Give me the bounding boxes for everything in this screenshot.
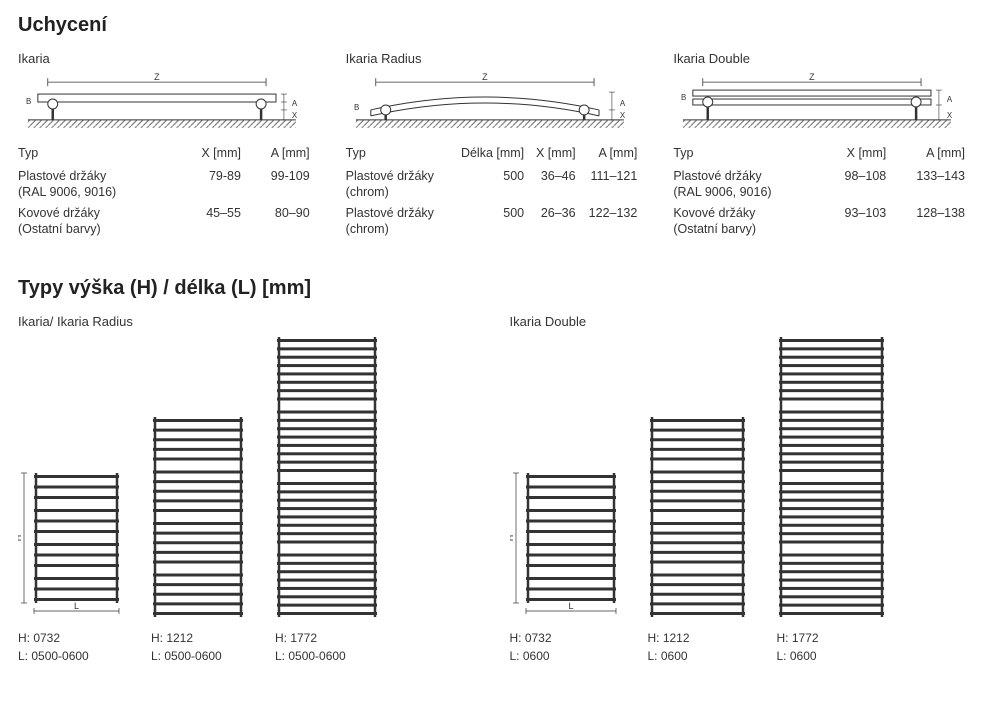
cell-label: Plastové držáky(chrom): [346, 166, 452, 203]
radiator-size-item: HLH: 0732L: 0500-0600: [18, 471, 121, 665]
svg-text:X: X: [620, 111, 626, 120]
table-row: Plastové držáky(chrom) 500 26–36 122–132: [346, 203, 644, 240]
radiator-icon: [151, 415, 245, 619]
svg-text:B: B: [681, 93, 686, 102]
cell-a: 122–132: [582, 203, 644, 240]
mount-double-table: Typ X [mm] A [mm] Plastové držáky(RAL 90…: [673, 142, 971, 241]
svg-text:Z: Z: [482, 72, 488, 82]
radiator-icon: HL: [510, 471, 618, 619]
svg-text:L: L: [74, 601, 79, 611]
cell-x: 45–55: [177, 203, 247, 240]
radiator-caption: H: 1212L: 0600: [648, 629, 747, 665]
radiator-icon: HL: [18, 471, 121, 619]
mount-radius-diagram: Z X A B: [346, 72, 644, 132]
th-a: A [mm]: [582, 142, 644, 166]
cell-a: 99-109: [247, 166, 316, 203]
table-row: Plastové držáky(RAL 9006, 9016) 79-89 99…: [18, 166, 316, 203]
sizes-left-title: Ikaria/ Ikaria Radius: [18, 314, 480, 329]
radiator-icon: [275, 335, 379, 619]
section-sizes-title: Typy výška (H) / délka (L) [mm]: [18, 277, 971, 300]
svg-text:A: A: [620, 99, 626, 108]
mount-radius-title: Ikaria Radius: [346, 51, 644, 66]
radiator-size-item: HLH: 0732L: 0600: [510, 471, 618, 665]
mount-double-title: Ikaria Double: [673, 51, 971, 66]
cell-x: 98–108: [823, 166, 892, 203]
svg-text:B: B: [26, 97, 31, 106]
cell-d: 500: [452, 203, 530, 240]
th-x: X [mm]: [177, 142, 247, 166]
svg-text:L: L: [568, 601, 573, 611]
radiator-caption: H: 0732L: 0500-0600: [18, 629, 121, 665]
radiator-caption: H: 1772L: 0600: [777, 629, 886, 665]
sizes-columns: Ikaria/ Ikaria Radius HLH: 0732L: 0500-0…: [18, 314, 971, 665]
th-a: A [mm]: [247, 142, 316, 166]
mount-radius-table: Typ Délka [mm] X [mm] A [mm] Plastové dr…: [346, 142, 644, 241]
table-row: Kovové držáky(Ostatní barvy) 93–103 128–…: [673, 203, 971, 240]
cell-label: Kovové držáky(Ostatní barvy): [673, 203, 823, 240]
radiator-size-item: H: 1212L: 0500-0600: [151, 415, 245, 665]
cell-a: 128–138: [892, 203, 971, 240]
svg-text:X: X: [292, 111, 298, 120]
svg-text:H: H: [18, 534, 23, 541]
radiator-size-item: H: 1772L: 0600: [777, 335, 886, 665]
section-mount-title: Uchycení: [18, 14, 971, 37]
radiator-size-item: H: 1772L: 0500-0600: [275, 335, 379, 665]
mount-ikaria-title: Ikaria: [18, 51, 316, 66]
cell-a: 80–90: [247, 203, 316, 240]
svg-text:B: B: [354, 103, 359, 112]
svg-text:Z: Z: [154, 72, 160, 82]
table-row: Plastové držáky(chrom) 500 36–46 111–121: [346, 166, 644, 203]
cell-x: 93–103: [823, 203, 892, 240]
cell-label: Plastové držáky(RAL 9006, 9016): [673, 166, 823, 203]
sizes-right-title: Ikaria Double: [510, 314, 972, 329]
mount-ikaria-table: Typ X [mm] A [mm] Plastové držáky(RAL 90…: [18, 142, 316, 241]
th-typ: Typ: [673, 142, 823, 166]
cell-label: Plastové držáky(chrom): [346, 203, 452, 240]
svg-text:Z: Z: [810, 72, 816, 82]
radiator-caption: H: 1772L: 0500-0600: [275, 629, 379, 665]
svg-text:A: A: [292, 99, 298, 108]
svg-text:H: H: [510, 534, 515, 541]
cell-label: Kovové držáky(Ostatní barvy): [18, 203, 177, 240]
cell-a: 111–121: [582, 166, 644, 203]
mount-col-double: Ikaria Double Z X A: [673, 51, 971, 241]
cell-x: 79-89: [177, 166, 247, 203]
svg-text:X: X: [947, 111, 953, 120]
mount-col-radius: Ikaria Radius Z: [346, 51, 644, 241]
radiator-icon: [777, 335, 886, 619]
th-typ: Typ: [346, 142, 452, 166]
th-a: A [mm]: [892, 142, 971, 166]
mount-ikaria-diagram: Z X A B: [18, 72, 316, 132]
cell-label: Plastové držáky(RAL 9006, 9016): [18, 166, 177, 203]
radiator-caption: H: 0732L: 0600: [510, 629, 618, 665]
cell-d: 500: [452, 166, 530, 203]
th-x: X [mm]: [823, 142, 892, 166]
radiator-caption: H: 1212L: 0500-0600: [151, 629, 245, 665]
th-typ: Typ: [18, 142, 177, 166]
table-row: Kovové držáky(Ostatní barvy) 45–55 80–90: [18, 203, 316, 240]
mount-double-diagram: Z X A B: [673, 72, 971, 132]
mount-col-ikaria: Ikaria Z: [18, 51, 316, 241]
cell-a: 133–143: [892, 166, 971, 203]
cell-x: 26–36: [530, 203, 581, 240]
th-d: Délka [mm]: [452, 142, 530, 166]
radiator-icon: [648, 415, 747, 619]
sizes-col-left: Ikaria/ Ikaria Radius HLH: 0732L: 0500-0…: [18, 314, 480, 665]
th-x: X [mm]: [530, 142, 581, 166]
svg-text:A: A: [947, 95, 953, 104]
sizes-col-right: Ikaria Double HLH: 0732L: 0600H: 1212L: …: [510, 314, 972, 665]
radiator-size-item: H: 1212L: 0600: [648, 415, 747, 665]
cell-x: 36–46: [530, 166, 581, 203]
table-row: Plastové držáky(RAL 9006, 9016) 98–108 1…: [673, 166, 971, 203]
mount-columns: Ikaria Z: [18, 51, 971, 241]
